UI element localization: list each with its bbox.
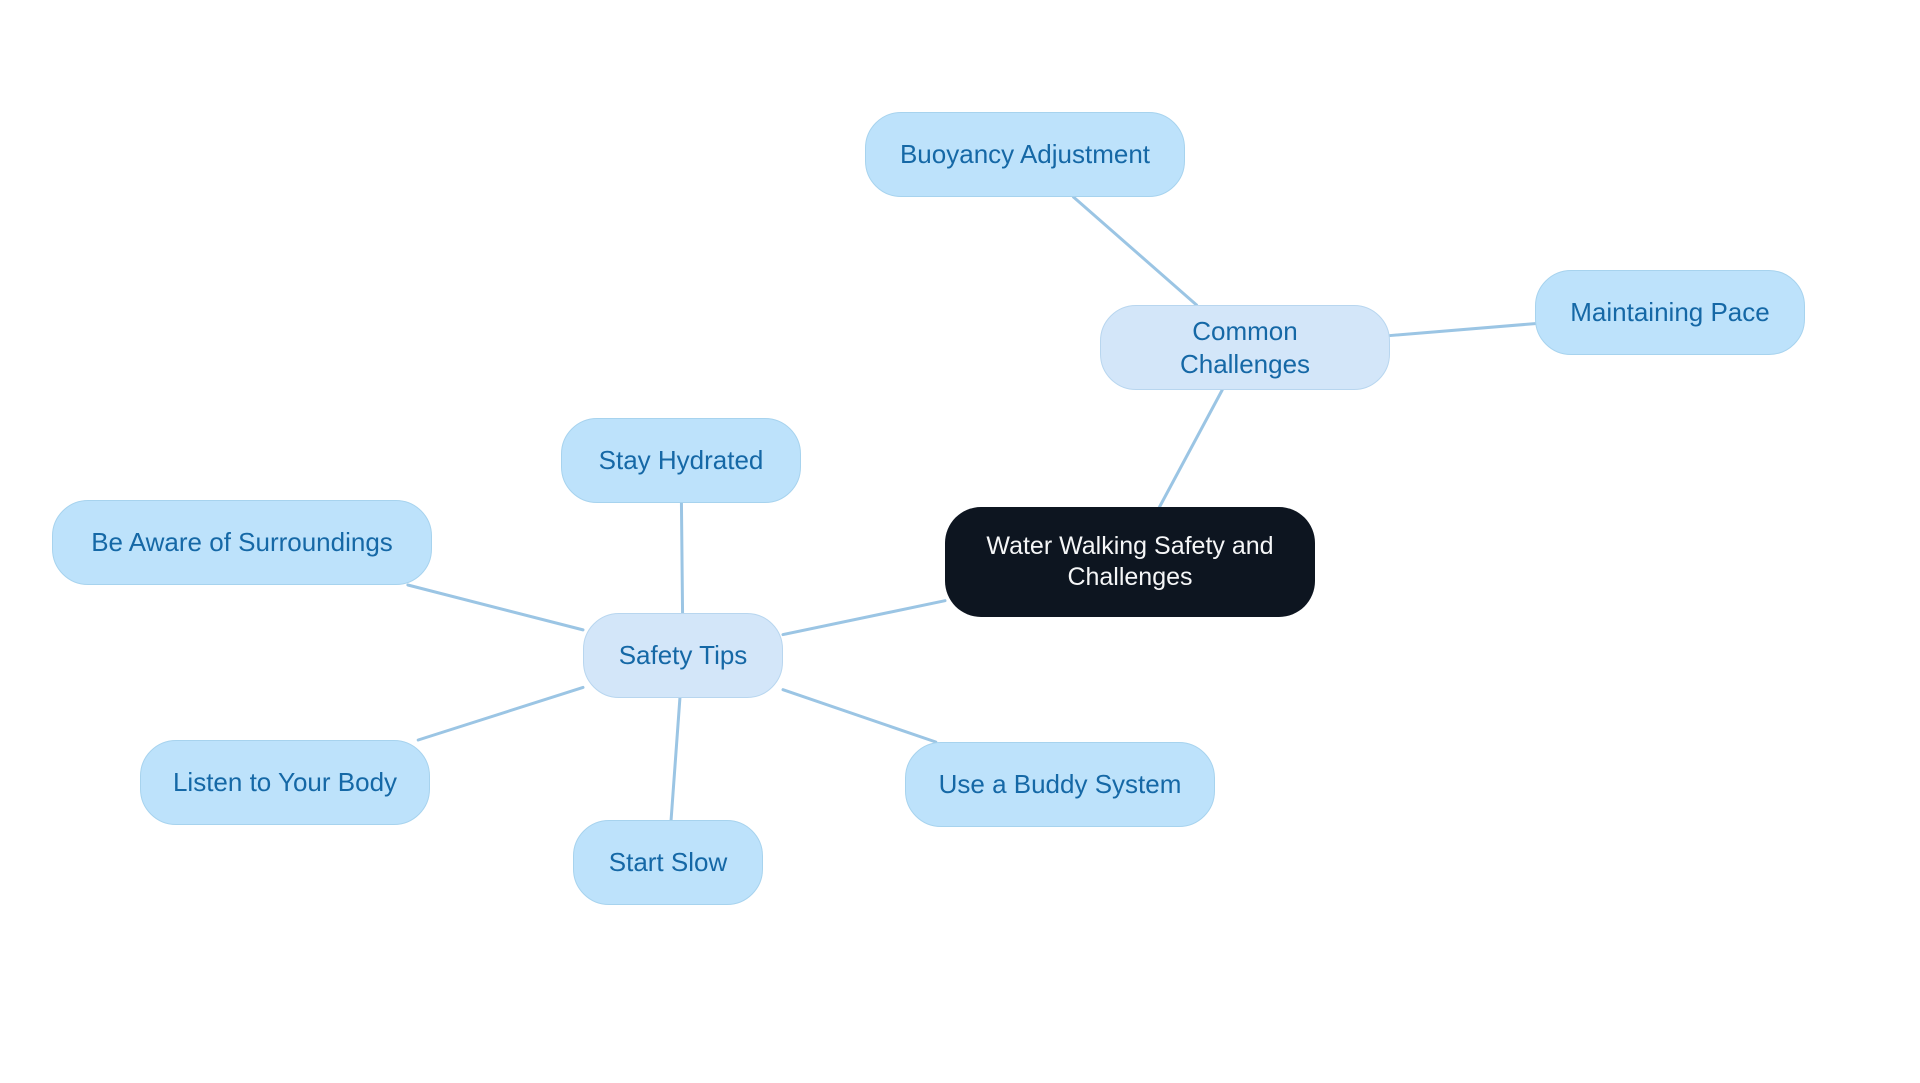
node-label: Maintaining Pace (1570, 296, 1769, 329)
node-challenges[interactable]: Common Challenges (1100, 305, 1390, 390)
node-startslow[interactable]: Start Slow (573, 820, 763, 905)
node-aware[interactable]: Be Aware of Surroundings (52, 500, 432, 585)
edge (671, 698, 680, 820)
node-label: Start Slow (609, 846, 728, 879)
mindmap-canvas: Water Walking Safety and Challenges Commo… (0, 0, 1920, 1083)
node-root[interactable]: Water Walking Safety and Challenges (945, 507, 1315, 617)
node-safety[interactable]: Safety Tips (583, 613, 783, 698)
node-label: Common Challenges (1131, 315, 1359, 380)
node-label: Safety Tips (619, 639, 748, 672)
node-label: Water Walking Safety and Challenges (986, 531, 1273, 594)
edge (1073, 197, 1196, 305)
node-buoyancy[interactable]: Buoyancy Adjustment (865, 112, 1185, 197)
edge (408, 585, 583, 630)
edge (418, 687, 583, 740)
node-label: Listen to Your Body (173, 766, 397, 799)
edge (783, 601, 945, 635)
node-pace[interactable]: Maintaining Pace (1535, 270, 1805, 355)
edge (1159, 390, 1222, 507)
node-buddy[interactable]: Use a Buddy System (905, 742, 1215, 827)
node-hydrated[interactable]: Stay Hydrated (561, 418, 801, 503)
node-label: Stay Hydrated (599, 444, 764, 477)
node-label: Buoyancy Adjustment (900, 138, 1150, 171)
node-label: Be Aware of Surroundings (91, 526, 393, 559)
edge (783, 690, 936, 742)
edge (681, 503, 682, 613)
node-label: Use a Buddy System (939, 768, 1182, 801)
node-listen[interactable]: Listen to Your Body (140, 740, 430, 825)
edge (1390, 324, 1535, 336)
